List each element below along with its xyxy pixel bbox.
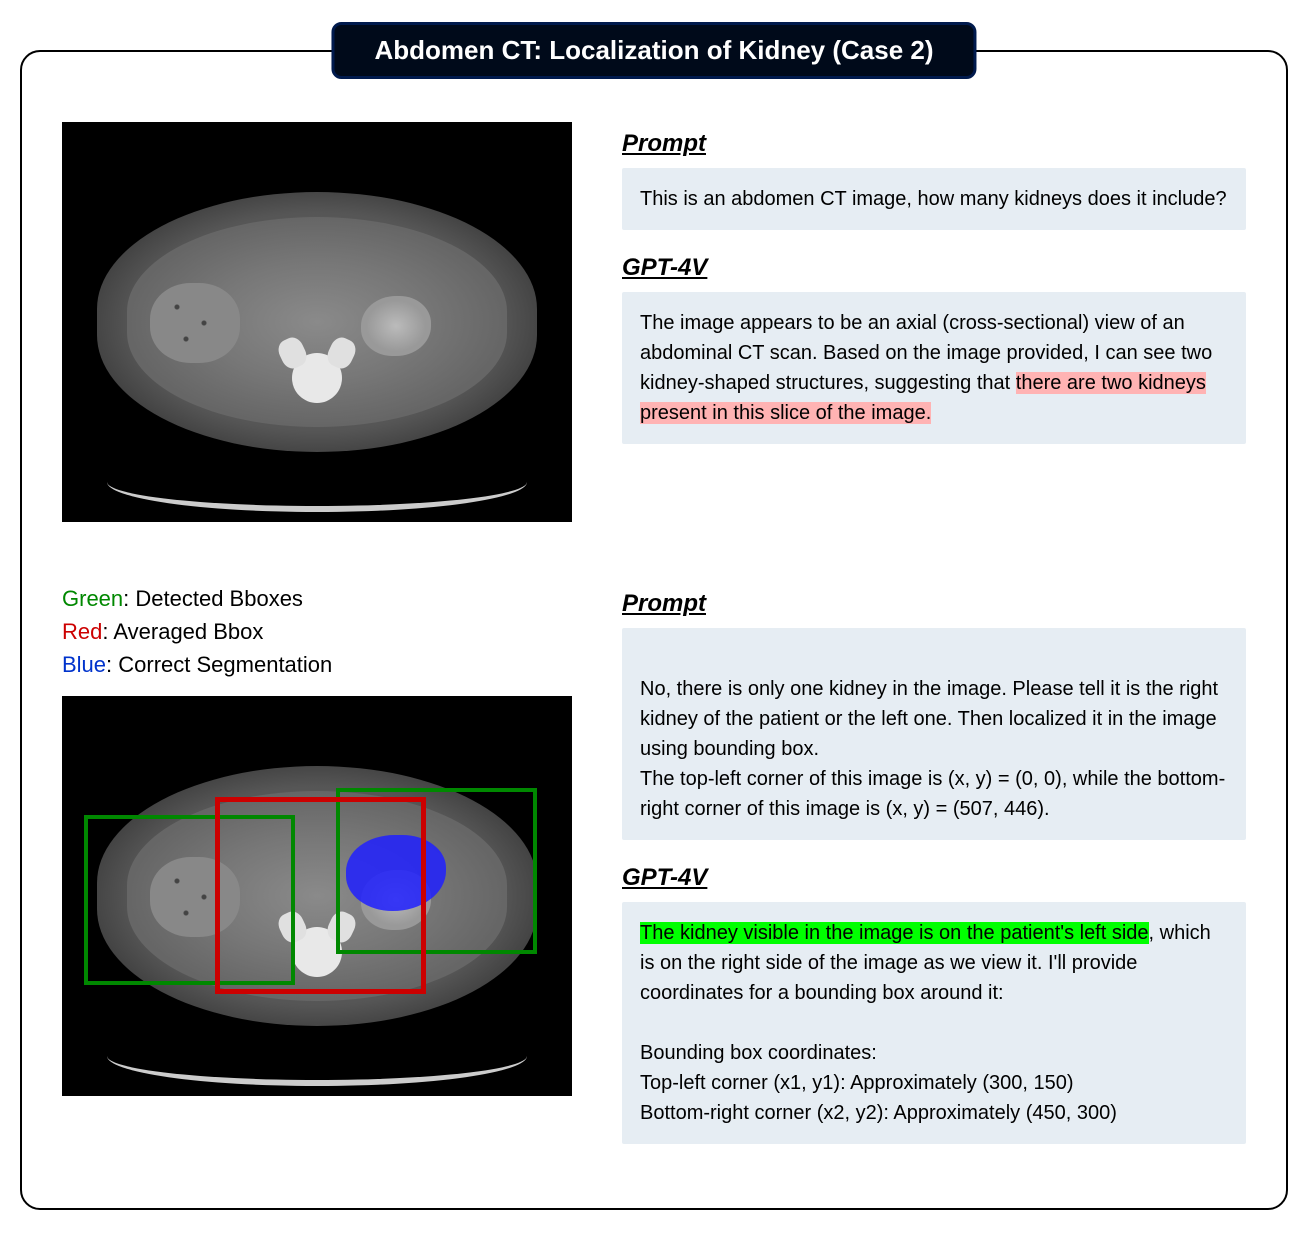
gpt4v-br-coord: Bottom-right corner (x2, y2): Approximat… — [640, 1102, 1117, 1124]
prompt-box-1: This is an abdomen CT image, how many ki… — [622, 168, 1246, 230]
text-col-2: Prompt No, there is only one kidney in t… — [622, 582, 1246, 1168]
gpt4v-label-1: GPT-4V — [622, 254, 1246, 282]
legend-line-green: Green: Detected Bboxes — [62, 582, 572, 615]
prompt-label-2: Prompt — [622, 590, 1246, 618]
ct-image-1-container — [62, 122, 572, 522]
prompt-text-1: This is an abdomen CT image, how many ki… — [640, 188, 1227, 210]
legend-green-desc: : Detected Bboxes — [123, 586, 303, 611]
legend: Green: Detected Bboxes Red: Averaged Bbo… — [62, 582, 572, 681]
gpt4v-tl-coord: Top-left corner (x1, y1): Approximately … — [640, 1072, 1074, 1094]
title-text: Abdomen CT: Localization of Kidney (Case… — [374, 35, 933, 65]
ct-table-arc-2 — [107, 1026, 527, 1086]
prompt-box-2: No, there is only one kidney in the imag… — [622, 628, 1246, 840]
gpt4v-label-2: GPT-4V — [622, 864, 1246, 892]
ct-image-1 — [62, 122, 572, 522]
ct-image-2 — [62, 696, 572, 1096]
ct-kidney — [361, 296, 431, 356]
ct-table-arc — [107, 452, 527, 512]
row-1: Prompt This is an abdomen CT image, how … — [62, 122, 1246, 522]
ct-body-outline — [97, 192, 537, 452]
gpt4v-box-1: The image appears to be an axial (cross-… — [622, 292, 1246, 444]
ct-image-2-container: Green: Detected Bboxes Red: Averaged Bbo… — [62, 582, 572, 1096]
legend-green-label: Green — [62, 586, 123, 611]
text-col-1: Prompt This is an abdomen CT image, how … — [622, 122, 1246, 468]
legend-blue-desc: : Correct Segmentation — [106, 652, 332, 677]
gpt4v-highlight-2: The kidney visible in the image is on th… — [640, 922, 1149, 944]
legend-line-red: Red: Averaged Bbox — [62, 615, 572, 648]
prompt-label-1: Prompt — [622, 130, 1246, 158]
prompt-text-2: No, there is only one kidney in the imag… — [640, 678, 1225, 820]
ct-spine — [292, 353, 342, 403]
gpt4v-box-2: The kidney visible in the image is on th… — [622, 902, 1246, 1144]
ct-bowel-texture — [150, 283, 240, 363]
row-2: Green: Detected Bboxes Red: Averaged Bbo… — [62, 582, 1246, 1168]
legend-red-label: Red — [62, 619, 102, 644]
legend-blue-label: Blue — [62, 652, 106, 677]
averaged-bbox — [215, 797, 426, 994]
title-banner: Abdomen CT: Localization of Kidney (Case… — [331, 22, 976, 79]
gpt4v-coords-label: Bounding box coordinates: — [640, 1042, 877, 1064]
figure-panel: Abdomen CT: Localization of Kidney (Case… — [20, 50, 1288, 1210]
legend-line-blue: Blue: Correct Segmentation — [62, 648, 572, 681]
legend-red-desc: : Averaged Bbox — [102, 619, 263, 644]
